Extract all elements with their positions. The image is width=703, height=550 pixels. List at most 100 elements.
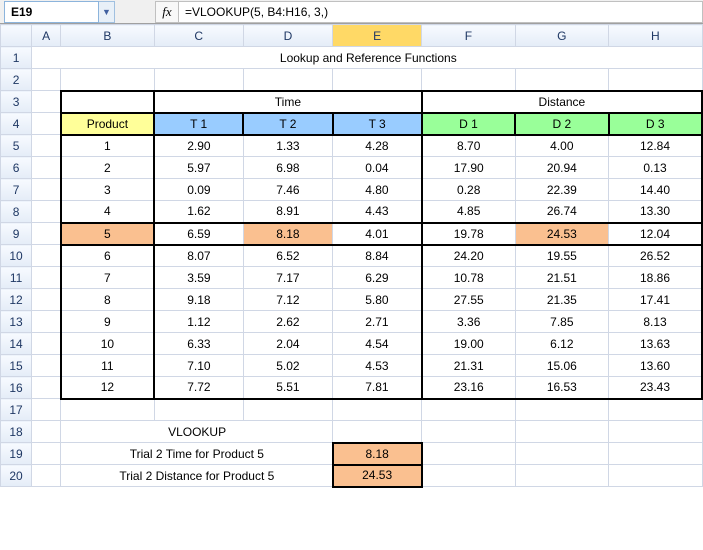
cell[interactable]: 10 [61, 333, 154, 355]
cell[interactable] [515, 443, 608, 465]
cell[interactable] [32, 333, 61, 355]
cell[interactable]: 7.10 [154, 355, 243, 377]
cell[interactable]: 6.59 [154, 223, 243, 245]
cell[interactable]: 6.52 [243, 245, 332, 267]
cell[interactable]: 4.54 [333, 333, 422, 355]
cell[interactable]: 1.33 [243, 135, 332, 157]
cell[interactable]: 9.18 [154, 289, 243, 311]
cell[interactable] [32, 179, 61, 201]
col-header-g[interactable]: G [515, 25, 608, 47]
cell[interactable] [422, 69, 515, 91]
cell[interactable]: 4.85 [422, 201, 515, 223]
cell[interactable] [609, 443, 702, 465]
cell[interactable]: 21.31 [422, 355, 515, 377]
cell[interactable]: 2.71 [333, 311, 422, 333]
cell[interactable]: 15.06 [515, 355, 608, 377]
cell[interactable]: 18.86 [609, 267, 702, 289]
cell[interactable]: 3 [61, 179, 154, 201]
cell[interactable]: 7.17 [243, 267, 332, 289]
cell[interactable]: 23.43 [609, 377, 702, 399]
cell[interactable]: 8.70 [422, 135, 515, 157]
cell[interactable]: 2 [61, 157, 154, 179]
cell[interactable]: 11 [61, 355, 154, 377]
cell[interactable] [243, 69, 332, 91]
cell[interactable] [32, 443, 61, 465]
cell[interactable]: 6.29 [333, 267, 422, 289]
cell[interactable]: 5 [61, 223, 154, 245]
formula-input[interactable]: =VLOOKUP(5, B4:H16, 3,) [179, 1, 703, 23]
cell[interactable]: 26.52 [609, 245, 702, 267]
cell[interactable] [32, 465, 61, 487]
col-header-a[interactable]: A [32, 25, 61, 47]
cell[interactable] [32, 91, 61, 113]
cell[interactable]: 12.04 [609, 223, 702, 245]
cell[interactable]: 6 [61, 245, 154, 267]
cell[interactable]: 21.51 [515, 267, 608, 289]
cell[interactable] [609, 399, 702, 421]
cell[interactable] [32, 69, 61, 91]
row-header[interactable]: 19 [1, 443, 32, 465]
cell[interactable]: 8.91 [243, 201, 332, 223]
cell[interactable] [333, 421, 422, 443]
cell[interactable] [515, 421, 608, 443]
row-header[interactable]: 18 [1, 421, 32, 443]
cell[interactable]: 26.74 [515, 201, 608, 223]
cell[interactable] [609, 465, 702, 487]
row-header[interactable]: 20 [1, 465, 32, 487]
col-header-f[interactable]: F [422, 25, 515, 47]
cell[interactable] [32, 157, 61, 179]
cell[interactable]: 14.40 [609, 179, 702, 201]
cell[interactable]: 7.12 [243, 289, 332, 311]
cell[interactable]: 5.51 [243, 377, 332, 399]
cell[interactable] [32, 245, 61, 267]
result-time-cell[interactable]: 8.18 [333, 443, 422, 465]
row-header[interactable]: 4 [1, 113, 32, 135]
cell[interactable]: 17.41 [609, 289, 702, 311]
cell[interactable]: 7.72 [154, 377, 243, 399]
cell[interactable]: 7 [61, 267, 154, 289]
cell[interactable] [32, 421, 61, 443]
row-header[interactable]: 7 [1, 179, 32, 201]
cell[interactable] [32, 311, 61, 333]
cell[interactable] [61, 399, 154, 421]
cell[interactable]: 0.04 [333, 157, 422, 179]
row-header[interactable]: 8 [1, 201, 32, 223]
cell[interactable]: 2.62 [243, 311, 332, 333]
row-header[interactable]: 16 [1, 377, 32, 399]
row-header[interactable]: 17 [1, 399, 32, 421]
cell[interactable]: 7.46 [243, 179, 332, 201]
cell[interactable] [515, 69, 608, 91]
cell[interactable] [609, 69, 702, 91]
cell[interactable]: 6.98 [243, 157, 332, 179]
name-box-dropdown[interactable]: ▼ [99, 1, 115, 23]
cell[interactable] [32, 399, 61, 421]
cell[interactable]: 24.53 [515, 223, 608, 245]
cell[interactable]: 6.33 [154, 333, 243, 355]
cell[interactable]: 6.12 [515, 333, 608, 355]
cell[interactable] [32, 267, 61, 289]
cell[interactable]: 5.80 [333, 289, 422, 311]
cell[interactable]: 4.53 [333, 355, 422, 377]
cell[interactable] [154, 69, 243, 91]
row-header[interactable]: 15 [1, 355, 32, 377]
cell[interactable]: 3.59 [154, 267, 243, 289]
col-header-h[interactable]: H [609, 25, 702, 47]
cell[interactable]: 7.85 [515, 311, 608, 333]
cell[interactable]: 19.78 [422, 223, 515, 245]
cell[interactable] [243, 399, 332, 421]
cell[interactable]: 5.97 [154, 157, 243, 179]
cell[interactable]: 0.13 [609, 157, 702, 179]
cell[interactable] [515, 399, 608, 421]
cell[interactable]: 8.18 [243, 223, 332, 245]
cell[interactable]: 3.36 [422, 311, 515, 333]
cell[interactable] [333, 69, 422, 91]
cell[interactable]: 4.28 [333, 135, 422, 157]
cell[interactable]: 23.16 [422, 377, 515, 399]
row-header[interactable]: 2 [1, 69, 32, 91]
cell[interactable]: 17.90 [422, 157, 515, 179]
cell[interactable]: 4.80 [333, 179, 422, 201]
cell[interactable]: 0.28 [422, 179, 515, 201]
cell[interactable] [32, 113, 61, 135]
cell[interactable]: 8.13 [609, 311, 702, 333]
cell[interactable] [333, 399, 422, 421]
